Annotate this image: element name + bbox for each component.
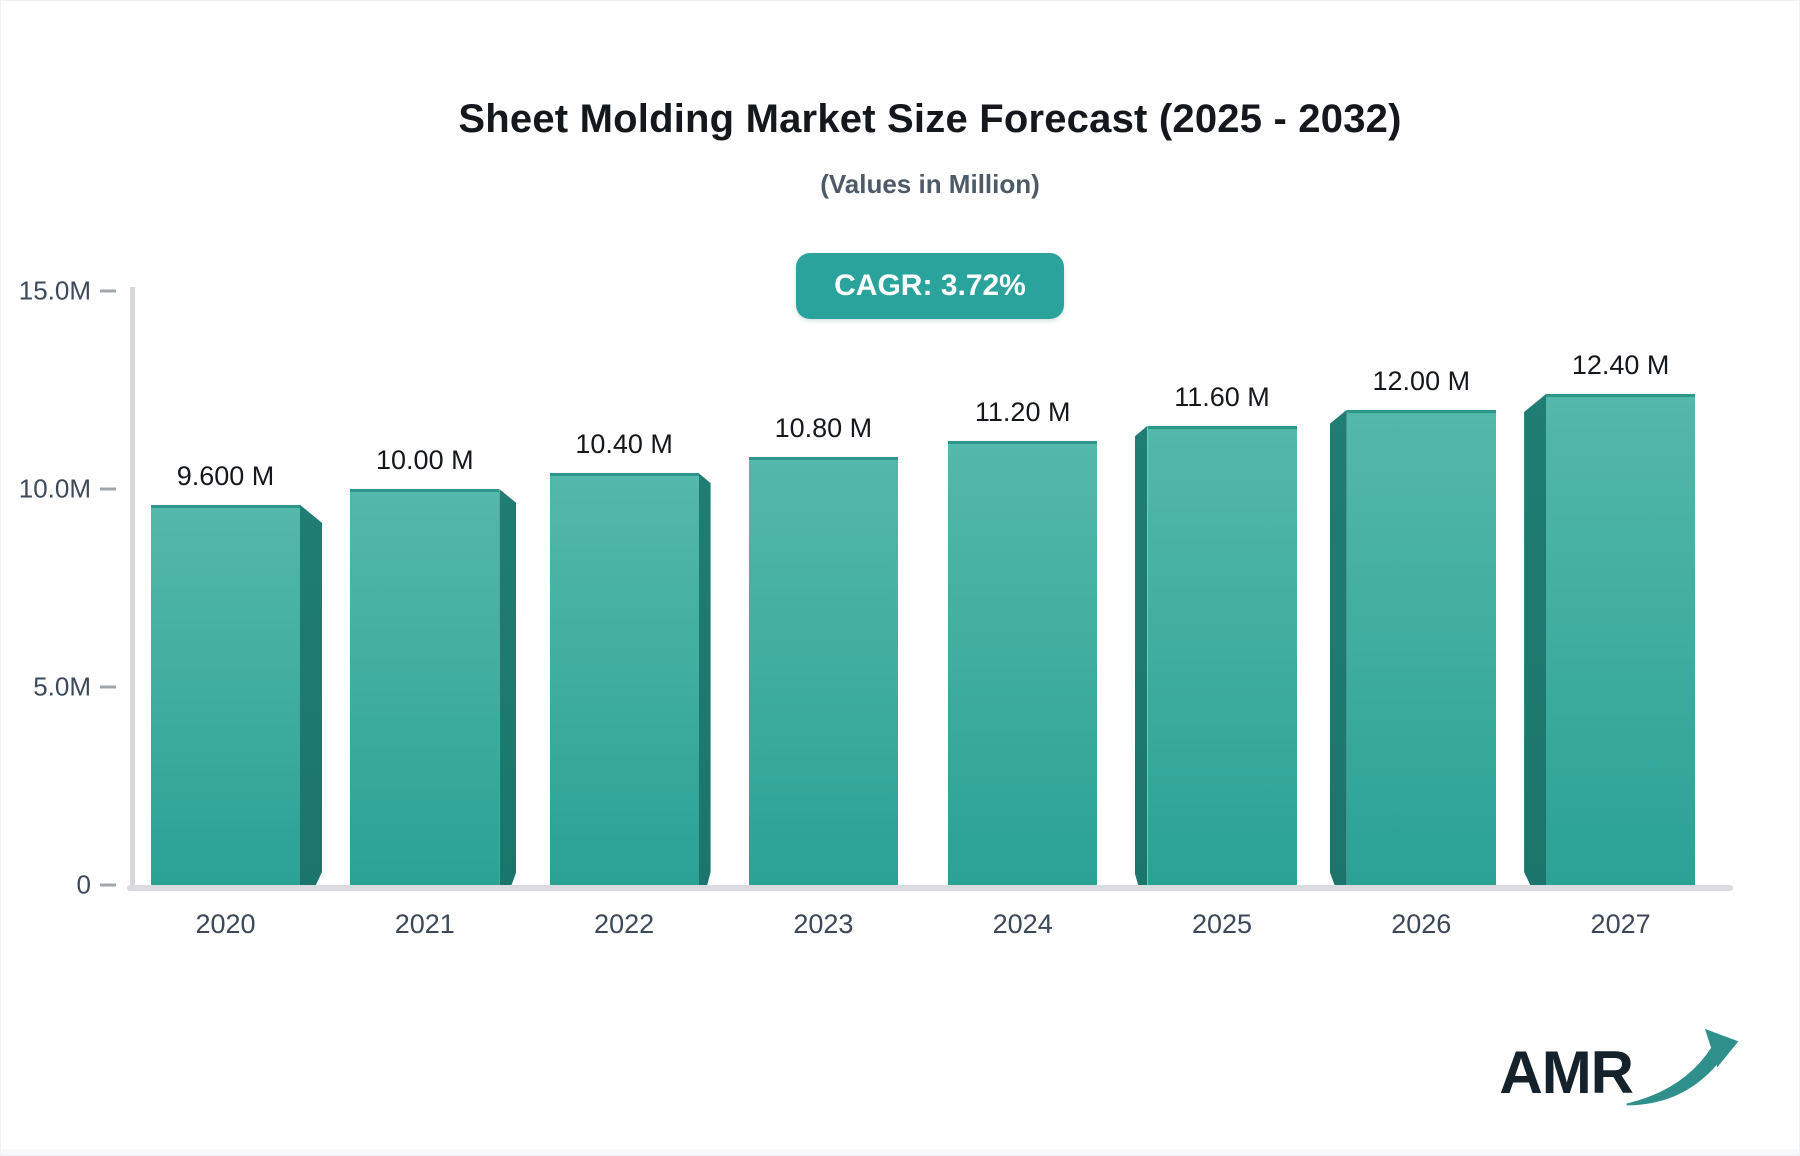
x-axis-label-2023: 2023: [793, 909, 854, 939]
bar-value-label: 11.60 M: [1174, 381, 1270, 412]
x-axis-label-2024: 2024: [992, 909, 1053, 939]
bar-value-label: 10.40 M: [575, 429, 673, 460]
bar-2020: [151, 504, 300, 885]
x-axis-label-2022: 2022: [594, 909, 655, 939]
y-axis-tick-mark: [100, 289, 116, 293]
y-axis-tick-label: 10.0M: [18, 473, 91, 504]
bar-3d-side: [1524, 394, 1546, 885]
bar-2025: [1147, 425, 1297, 885]
y-axis-line: [130, 287, 135, 891]
page-title: Sheet Molding Market Size Forecast (2025…: [458, 97, 1402, 141]
bar-value-label: 9.600 M: [176, 460, 275, 491]
bar-3d-side: [699, 473, 711, 885]
bar-2022: [549, 473, 699, 885]
bar-2027: [1546, 393, 1696, 885]
y-axis-tick-mark: [100, 883, 116, 887]
bar-value-label: 12.40 M: [1571, 349, 1670, 380]
trend-arrow-icon: [1626, 1028, 1739, 1106]
y-axis-tick-label: 15.0M: [18, 275, 91, 306]
bar-3d-side: [300, 505, 322, 885]
cagr-badge: CAGR: 3.72%: [796, 253, 1064, 319]
bar-2023: [748, 457, 898, 885]
x-axis-baseline: [127, 885, 1733, 891]
x-axis-label-2026: 2026: [1391, 909, 1452, 939]
brand-logo-text: AMR: [1499, 1039, 1634, 1106]
brand-logo: AMR: [1499, 1028, 1741, 1113]
x-axis-label-2025: 2025: [1191, 909, 1253, 939]
bar-2021: [350, 489, 500, 885]
bar-value-label: 10.80 M: [774, 413, 873, 444]
x-axis-label-2020: 2020: [195, 909, 256, 939]
chart-subtitle: (Values in Million): [820, 169, 1040, 199]
bar-value-label: 12.00 M: [1372, 365, 1471, 396]
y-axis-tick-label: 5.0M: [33, 671, 91, 702]
x-axis-label-2021: 2021: [394, 909, 455, 939]
bar-2024: [948, 441, 1098, 885]
bottom-strip: [1, 1149, 1799, 1155]
bar-3d-side: [1135, 426, 1148, 885]
bar-value-label: 10.00 M: [376, 445, 474, 475]
x-axis-label-2027: 2027: [1590, 909, 1651, 939]
bar-3d-side: [1330, 410, 1347, 885]
y-axis-tick-mark: [100, 685, 116, 689]
cagr-badge-wrap: CAGR: 3.72%: [61, 253, 1799, 319]
bar-3d-side: [499, 489, 516, 885]
y-axis-tick-label: 0: [76, 869, 91, 900]
bar-2026: [1346, 409, 1496, 885]
y-axis-tick-mark: [100, 487, 116, 491]
bar-value-label: 11.20 M: [974, 397, 1071, 428]
